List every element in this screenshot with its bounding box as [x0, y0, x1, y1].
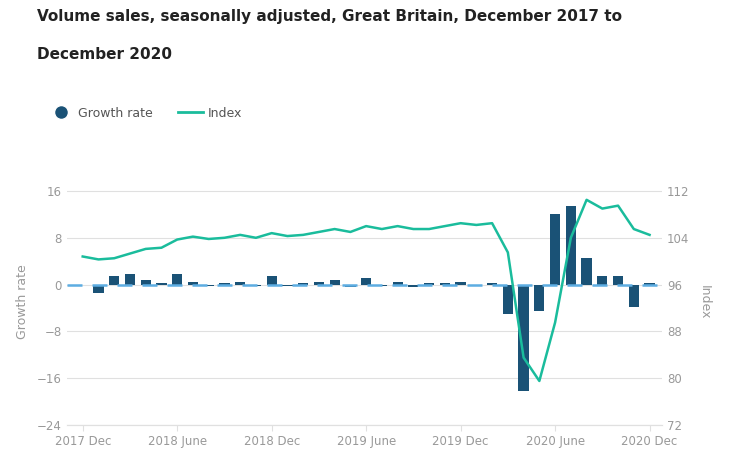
- Bar: [440, 283, 450, 285]
- Text: December 2020: December 2020: [37, 47, 172, 62]
- Bar: [550, 214, 560, 285]
- Bar: [629, 285, 639, 307]
- Bar: [565, 206, 576, 285]
- Bar: [282, 285, 292, 287]
- Bar: [361, 278, 371, 285]
- Bar: [93, 285, 103, 293]
- Bar: [330, 280, 340, 285]
- Bar: [314, 282, 324, 285]
- Bar: [376, 285, 387, 287]
- Bar: [393, 282, 403, 285]
- Y-axis label: Index: Index: [698, 285, 711, 319]
- Legend: Growth rate, Index: Growth rate, Index: [43, 102, 248, 125]
- Bar: [582, 258, 591, 285]
- Bar: [519, 285, 529, 391]
- Bar: [204, 285, 214, 287]
- Bar: [424, 283, 434, 285]
- Bar: [125, 274, 135, 285]
- Bar: [141, 280, 151, 285]
- Bar: [172, 274, 182, 285]
- Bar: [408, 285, 418, 287]
- Bar: [534, 285, 545, 311]
- Bar: [644, 283, 655, 285]
- Bar: [597, 276, 607, 285]
- Bar: [187, 282, 198, 285]
- Bar: [109, 276, 119, 285]
- Bar: [156, 283, 167, 285]
- Bar: [613, 276, 623, 285]
- Bar: [251, 285, 261, 287]
- Y-axis label: Growth rate: Growth rate: [16, 265, 29, 339]
- Bar: [455, 282, 466, 285]
- Bar: [471, 285, 481, 287]
- Bar: [235, 282, 246, 285]
- Bar: [487, 283, 497, 285]
- Bar: [266, 276, 277, 285]
- Bar: [298, 283, 308, 285]
- Bar: [345, 285, 356, 287]
- Bar: [503, 285, 513, 314]
- Text: Volume sales, seasonally adjusted, Great Britain, December 2017 to: Volume sales, seasonally adjusted, Great…: [37, 9, 622, 25]
- Bar: [219, 283, 230, 285]
